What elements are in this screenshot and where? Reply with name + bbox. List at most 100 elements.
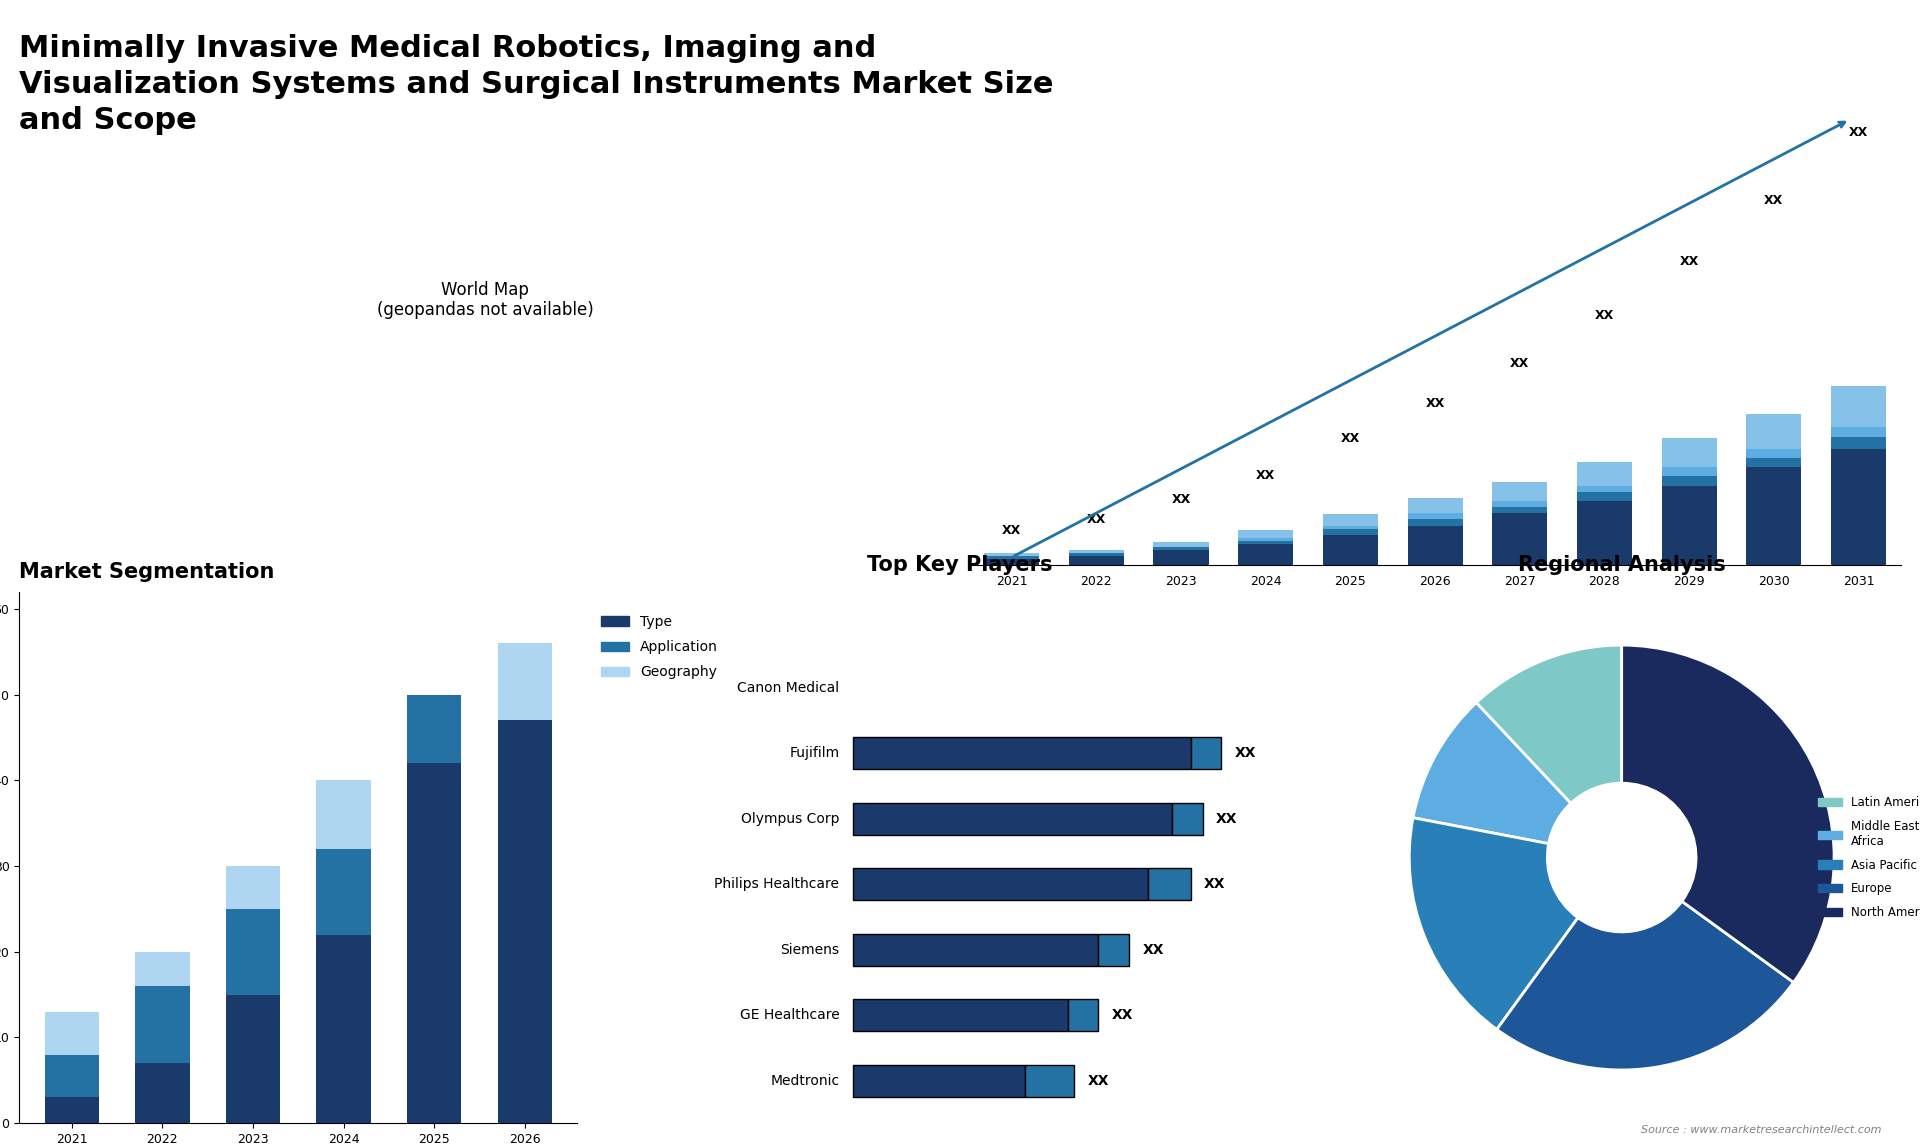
Wedge shape: [1498, 901, 1793, 1070]
Bar: [317, 849, 371, 935]
Bar: [227, 909, 280, 995]
Text: XX: XX: [1087, 513, 1106, 526]
FancyBboxPatch shape: [1190, 737, 1221, 769]
Wedge shape: [1413, 702, 1571, 843]
Text: XX: XX: [1764, 194, 1784, 207]
Bar: [1069, 554, 1123, 556]
Bar: [317, 935, 371, 1123]
FancyBboxPatch shape: [852, 1065, 1025, 1097]
Bar: [1154, 547, 1208, 550]
Text: XX: XX: [1002, 524, 1021, 536]
Bar: [985, 556, 1039, 559]
Bar: [1576, 501, 1632, 565]
Text: Market Segmentation: Market Segmentation: [19, 563, 275, 582]
Text: Olympus Corp: Olympus Corp: [741, 811, 839, 825]
Legend: Type, Application, Geography: Type, Application, Geography: [595, 610, 724, 685]
Bar: [1323, 513, 1379, 526]
Bar: [1661, 477, 1716, 486]
Bar: [1576, 492, 1632, 501]
Bar: [1832, 437, 1885, 449]
Bar: [317, 780, 371, 849]
Text: XX: XX: [1340, 432, 1359, 445]
FancyBboxPatch shape: [852, 999, 1068, 1031]
Text: XX: XX: [1596, 309, 1615, 322]
Wedge shape: [1622, 645, 1834, 982]
Bar: [1661, 438, 1716, 468]
Text: XX: XX: [1087, 1074, 1108, 1088]
Bar: [44, 1012, 100, 1054]
Text: Source : www.marketresearchintellect.com: Source : www.marketresearchintellect.com: [1642, 1124, 1882, 1135]
Bar: [497, 643, 553, 721]
Bar: [407, 763, 461, 1123]
Bar: [1407, 513, 1463, 519]
Bar: [1154, 550, 1208, 565]
Bar: [1238, 537, 1294, 541]
Bar: [1238, 544, 1294, 565]
Bar: [227, 866, 280, 909]
Bar: [1323, 535, 1379, 565]
Text: XX: XX: [1142, 943, 1164, 957]
Bar: [1747, 414, 1801, 449]
Bar: [134, 952, 190, 986]
FancyBboxPatch shape: [852, 737, 1190, 769]
Bar: [1069, 549, 1123, 554]
Bar: [1576, 462, 1632, 486]
Text: Minimally Invasive Medical Robotics, Imaging and
Visualization Systems and Surgi: Minimally Invasive Medical Robotics, Ima…: [19, 34, 1054, 135]
Text: XX: XX: [1849, 126, 1868, 139]
Bar: [1238, 529, 1294, 537]
Bar: [1832, 449, 1885, 565]
Circle shape: [1548, 783, 1695, 932]
Text: XX: XX: [1680, 254, 1699, 268]
Text: XX: XX: [1256, 469, 1275, 482]
Bar: [44, 1098, 100, 1123]
Wedge shape: [1409, 818, 1578, 1029]
Bar: [1661, 486, 1716, 565]
Bar: [985, 559, 1039, 565]
Bar: [227, 995, 280, 1123]
Legend: Latin America, Middle East &
Africa, Asia Pacific, Europe, North America: Latin America, Middle East & Africa, Asi…: [1814, 792, 1920, 924]
Bar: [1323, 528, 1379, 535]
Text: XX: XX: [1215, 811, 1238, 825]
Bar: [1747, 468, 1801, 565]
Bar: [1407, 497, 1463, 513]
Wedge shape: [1476, 645, 1622, 803]
Text: XX: XX: [1235, 746, 1256, 760]
FancyBboxPatch shape: [1148, 869, 1190, 900]
Title: Top Key Players: Top Key Players: [868, 555, 1052, 575]
Text: Fujifilm: Fujifilm: [789, 746, 839, 760]
FancyBboxPatch shape: [852, 934, 1098, 966]
Bar: [1832, 386, 1885, 427]
Bar: [1492, 481, 1548, 501]
Bar: [1747, 458, 1801, 468]
Bar: [407, 694, 461, 763]
Bar: [1238, 541, 1294, 544]
Text: Siemens: Siemens: [780, 943, 839, 957]
Bar: [1832, 427, 1885, 437]
Bar: [1492, 513, 1548, 565]
Bar: [985, 554, 1039, 556]
Bar: [497, 721, 553, 1123]
Bar: [1407, 519, 1463, 526]
Bar: [44, 1054, 100, 1098]
Text: World Map
(geopandas not available): World Map (geopandas not available): [376, 281, 593, 320]
Bar: [1323, 526, 1379, 528]
Bar: [1154, 542, 1208, 547]
Text: GE Healthcare: GE Healthcare: [739, 1008, 839, 1022]
Text: XX: XX: [1204, 877, 1225, 892]
FancyBboxPatch shape: [1025, 1065, 1073, 1097]
FancyBboxPatch shape: [1171, 802, 1202, 834]
Bar: [1069, 556, 1123, 565]
Text: Philips Healthcare: Philips Healthcare: [714, 877, 839, 892]
FancyBboxPatch shape: [1098, 934, 1129, 966]
Bar: [1492, 508, 1548, 513]
FancyBboxPatch shape: [852, 869, 1148, 900]
Text: XX: XX: [1112, 1008, 1133, 1022]
Title: Regional Analysis: Regional Analysis: [1519, 555, 1726, 575]
Bar: [1747, 449, 1801, 458]
Bar: [1407, 526, 1463, 565]
Text: Canon Medical: Canon Medical: [737, 681, 839, 694]
Bar: [1492, 501, 1548, 508]
FancyBboxPatch shape: [1068, 999, 1098, 1031]
Bar: [134, 986, 190, 1063]
Bar: [1576, 486, 1632, 492]
